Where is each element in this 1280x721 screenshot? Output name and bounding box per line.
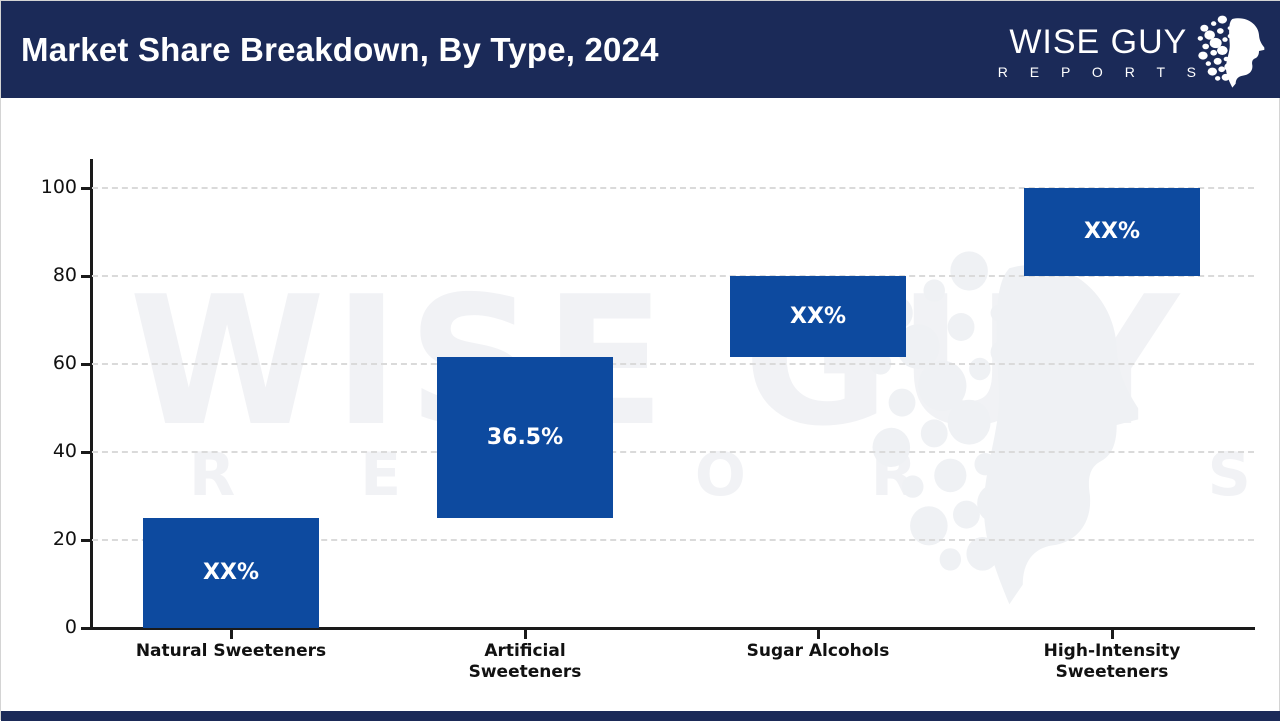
x-category-label-3: Sugar Alcohols (698, 641, 938, 662)
bar-1: XX% (143, 517, 319, 628)
y-tick-label-100: 100 (40, 175, 77, 198)
gridline-60 (92, 362, 1254, 365)
bar-3: XX% (730, 275, 906, 358)
gridline-40 (92, 450, 1254, 453)
brand-logo: WISE GUY R E P O R T S (998, 7, 1267, 93)
x-category-line: High-Intensity (1043, 641, 1181, 661)
x-category-label-4: High-Intensity Sweeteners (992, 641, 1232, 683)
bar-value-label: XX% (1084, 219, 1140, 245)
bar-value-label: 36.5% (486, 425, 564, 451)
y-tick-0 (81, 627, 91, 630)
gridline-20 (92, 538, 1254, 541)
y-tick-20 (81, 538, 91, 542)
brand-logo-text: WISE GUY R E P O R T S (992, 23, 1205, 80)
bar-2: 36.5% (437, 357, 613, 518)
gridline-100 (92, 186, 1254, 189)
x-category-label-2: Artificial Sweeteners (405, 641, 645, 683)
bar-value-label: XX% (203, 560, 259, 586)
x-category-line: Sweeteners (468, 662, 582, 682)
y-axis-line (90, 159, 93, 630)
x-category-line: Natural Sweeteners (135, 641, 327, 661)
bar-value-label: XX% (790, 303, 846, 329)
x-tick-1 (230, 630, 233, 639)
y-tick-label-40: 40 (52, 439, 77, 462)
y-tick-label-80: 80 (52, 263, 77, 286)
x-tick-4 (1111, 630, 1114, 639)
brand-name: WISE GUY (1009, 23, 1188, 61)
y-tick-80 (81, 274, 91, 278)
y-tick-label-20: 20 (52, 527, 77, 550)
y-tick-label-60: 60 (52, 351, 77, 374)
y-tick-60 (81, 362, 91, 366)
brand-head-icon (1197, 15, 1265, 88)
chart-title: Market Share Breakdown, By Type, 2024 (21, 30, 659, 68)
y-tick-100 (81, 186, 91, 190)
y-tick-label-0: 0 (64, 616, 77, 638)
x-tick-3 (817, 630, 820, 639)
x-category-line: Sugar Alcohols (746, 641, 890, 661)
x-axis-line (89, 627, 1255, 630)
x-category-label-1: Natural Sweeteners (111, 641, 351, 662)
x-category-line: Artificial (484, 641, 566, 661)
brand-subname: R E P O R T S (997, 64, 1205, 80)
header-bar: Market Share Breakdown, By Type, 2024 WI… (1, 1, 1280, 98)
x-tick-2 (524, 630, 527, 639)
footer-bar (1, 711, 1280, 721)
bar-4: XX% (1024, 187, 1200, 276)
gridline-80 (92, 274, 1254, 277)
x-category-line: Sweeteners (1055, 662, 1169, 682)
y-tick-40 (81, 450, 91, 454)
